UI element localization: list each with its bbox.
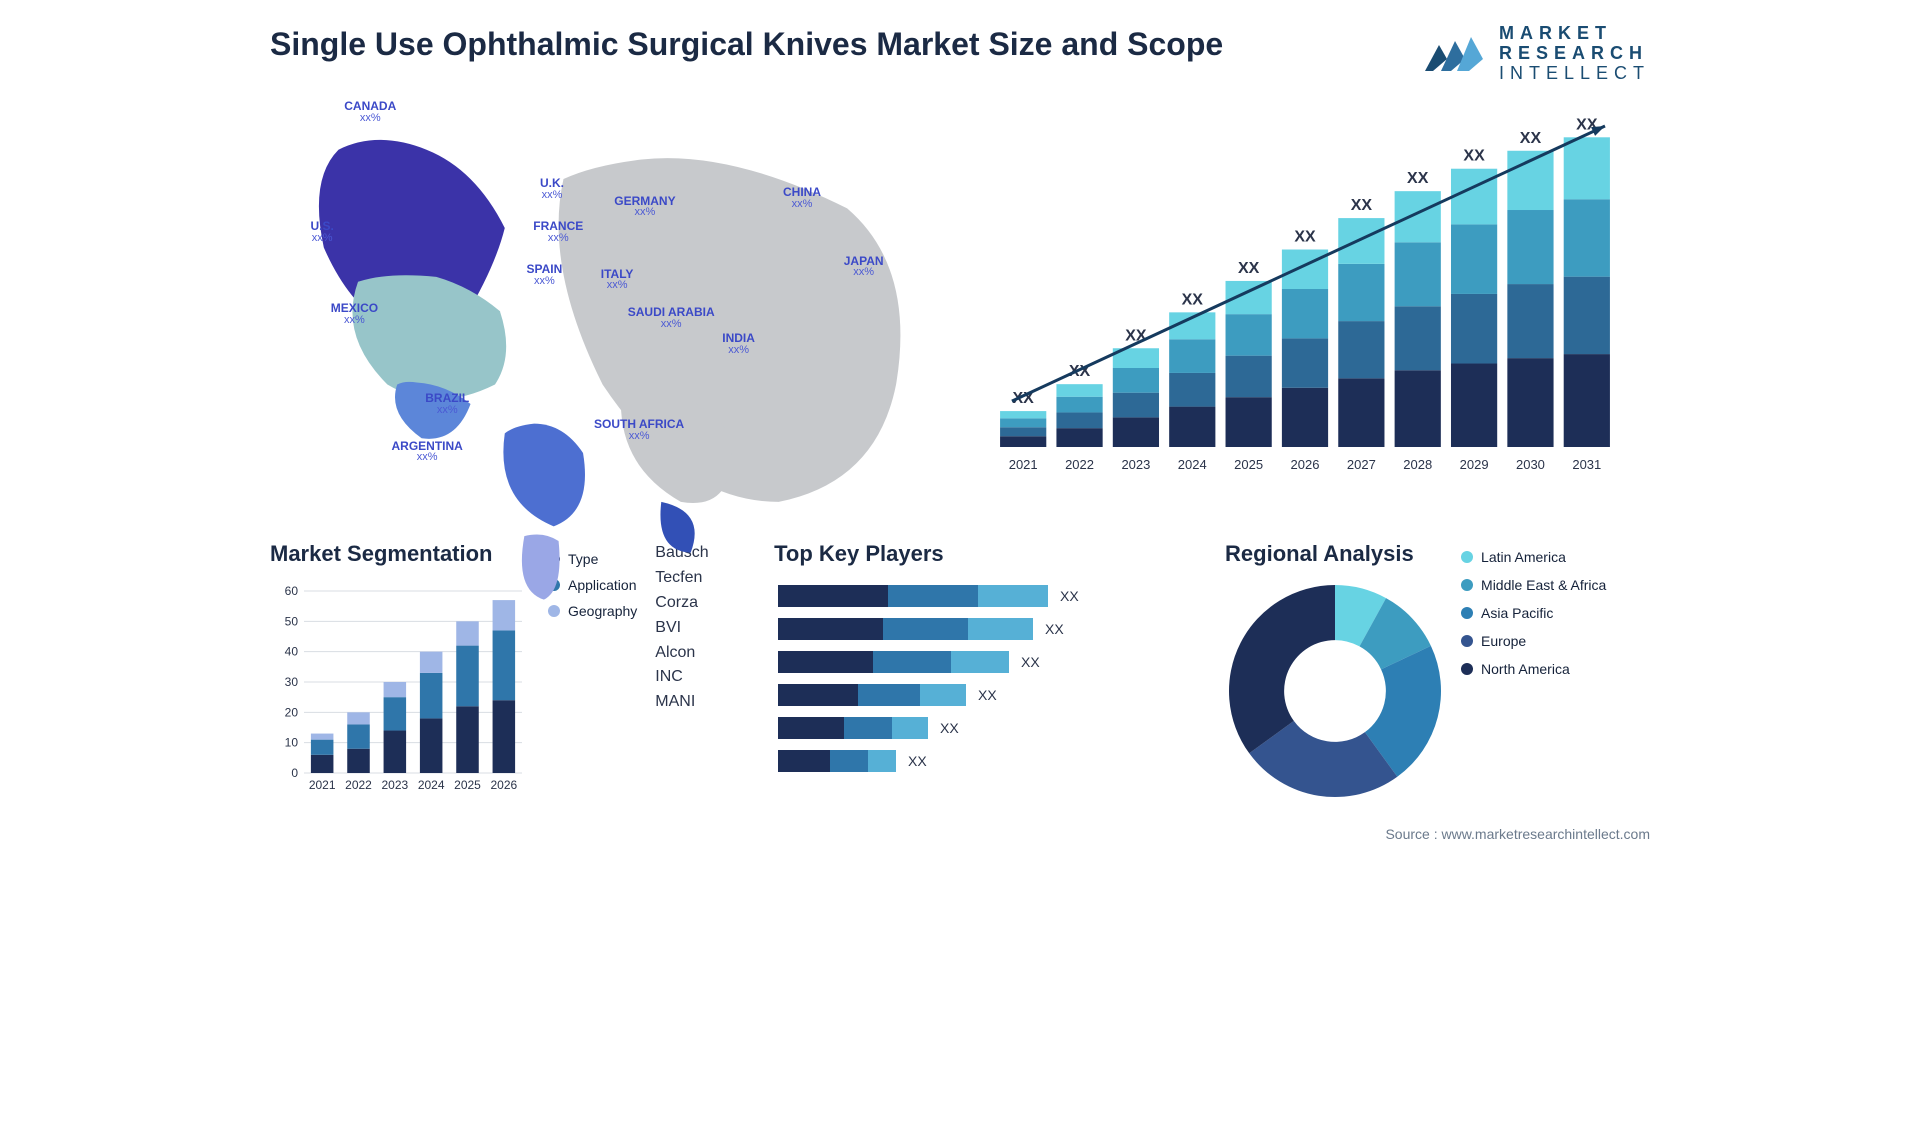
player-name: INC [655,665,708,690]
svg-text:40: 40 [285,645,299,659]
svg-text:2021: 2021 [1009,457,1038,472]
svg-text:10: 10 [285,736,299,750]
player-name: MANI [655,690,708,715]
logo-mark-icon [1419,27,1487,81]
map-label-argentina: ARGENTINAxx% [392,440,463,464]
logo: MARKET RESEARCH INTELLECT [1419,24,1650,83]
legend-label: Asia Pacific [1481,605,1553,621]
svg-text:XX: XX [1520,130,1542,147]
regional-legend-item: Middle East & Africa [1461,577,1606,593]
svg-text:30: 30 [285,675,299,689]
svg-text:XX: XX [1238,260,1260,277]
svg-text:2023: 2023 [1121,457,1150,472]
map-label-canada: CANADAxx% [344,100,396,124]
svg-text:2031: 2031 [1572,457,1601,472]
svg-text:2025: 2025 [1234,457,1263,472]
svg-text:50: 50 [285,615,299,629]
map-label-brazil: BRAZILxx% [425,392,469,416]
regional-panel: Regional Analysis Latin America Middle Ea… [1225,541,1650,806]
svg-text:2021: 2021 [309,778,336,792]
svg-text:60: 60 [285,584,299,598]
svg-text:XX: XX [940,720,959,736]
legend-dot-icon [1461,607,1473,619]
svg-text:0: 0 [291,766,298,780]
map-label-saudi-arabia: SAUDI ARABIAxx% [628,306,715,330]
world-map-svg [270,91,945,609]
regional-legend-item: Asia Pacific [1461,605,1606,621]
players-chart-svg: XX XX XX XX XX XX [774,581,1084,811]
map-label-u-k-: U.K.xx% [540,177,564,201]
svg-text:2024: 2024 [418,778,445,792]
svg-text:2029: 2029 [1460,457,1489,472]
legend-dot-icon [1461,551,1473,563]
regional-legend-item: Latin America [1461,549,1606,565]
legend-dot-icon [1461,663,1473,675]
svg-text:XX: XX [1407,171,1429,188]
map-label-japan: JAPANxx% [844,255,884,279]
player-name: BVI [655,616,708,641]
svg-text:XX: XX [1125,328,1147,345]
svg-text:XX: XX [1463,148,1485,165]
market-size-chart: XX 2021 XX 2022 XX 2023 XX 2024 XX 2025 XX 2026 XX 20… [975,91,1650,521]
svg-text:2028: 2028 [1403,457,1432,472]
svg-text:XX: XX [1045,621,1064,637]
svg-text:2026: 2026 [490,778,517,792]
logo-line3: INTELLECT [1499,64,1650,84]
map-label-china: CHINAxx% [783,186,821,210]
logo-line1: MARKET [1499,24,1650,44]
header: Single Use Ophthalmic Surgical Knives Ma… [270,24,1650,83]
world-map: CANADAxx% U.S.xx% MEXICOxx% BRAZILxx% ARGENT… [270,91,945,521]
svg-text:2022: 2022 [345,778,372,792]
svg-text:2025: 2025 [454,778,481,792]
legend-label: North America [1481,661,1570,677]
svg-text:2023: 2023 [381,778,408,792]
regional-legend-item: Europe [1461,633,1606,649]
player-name: Alcon [655,641,708,666]
legend-dot-icon [1461,579,1473,591]
svg-text:XX: XX [978,687,997,703]
svg-text:2026: 2026 [1291,457,1320,472]
svg-text:XX: XX [1182,292,1204,309]
map-label-south-africa: SOUTH AFRICAxx% [594,418,684,442]
legend-label: Europe [1481,633,1526,649]
regional-legend: Latin America Middle East & Africa Asia Pa… [1461,549,1606,677]
market-size-chart-svg: XX 2021 XX 2022 XX 2023 XX 2024 XX 2025 XX 2026 XX 20… [975,91,1635,491]
svg-text:2022: 2022 [1065,457,1094,472]
logo-line2: RESEARCH [1499,44,1650,64]
map-label-u-s-: U.S.xx% [311,220,334,244]
regional-title: Regional Analysis [1225,541,1445,567]
map-label-italy: ITALYxx% [601,268,634,292]
svg-text:XX: XX [1351,197,1373,214]
svg-text:2024: 2024 [1178,457,1207,472]
map-label-germany: GERMANYxx% [614,195,675,219]
map-label-spain: SPAINxx% [527,263,563,287]
page-title: Single Use Ophthalmic Surgical Knives Ma… [270,24,1223,64]
svg-text:XX: XX [908,753,927,769]
regional-donut-svg [1225,581,1445,801]
svg-text:XX: XX [1021,654,1040,670]
svg-text:XX: XX [1060,588,1079,604]
source-attribution: Source : www.marketresearchintellect.com [270,826,1650,842]
segmentation-chart-svg: 0 10 20 30 40 50 60 2021 2022 2023 2024 2025 2026 [270,581,530,801]
svg-text:20: 20 [285,706,299,720]
svg-text:2030: 2030 [1516,457,1545,472]
logo-text: MARKET RESEARCH INTELLECT [1499,24,1650,83]
regional-legend-item: North America [1461,661,1606,677]
legend-label: Middle East & Africa [1481,577,1606,593]
map-label-mexico: MEXICOxx% [331,302,378,326]
map-label-india: INDIAxx% [722,332,755,356]
svg-text:2027: 2027 [1347,457,1376,472]
legend-label: Latin America [1481,549,1566,565]
svg-text:XX: XX [1294,229,1316,246]
map-label-france: FRANCExx% [533,220,583,244]
legend-dot-icon [1461,635,1473,647]
